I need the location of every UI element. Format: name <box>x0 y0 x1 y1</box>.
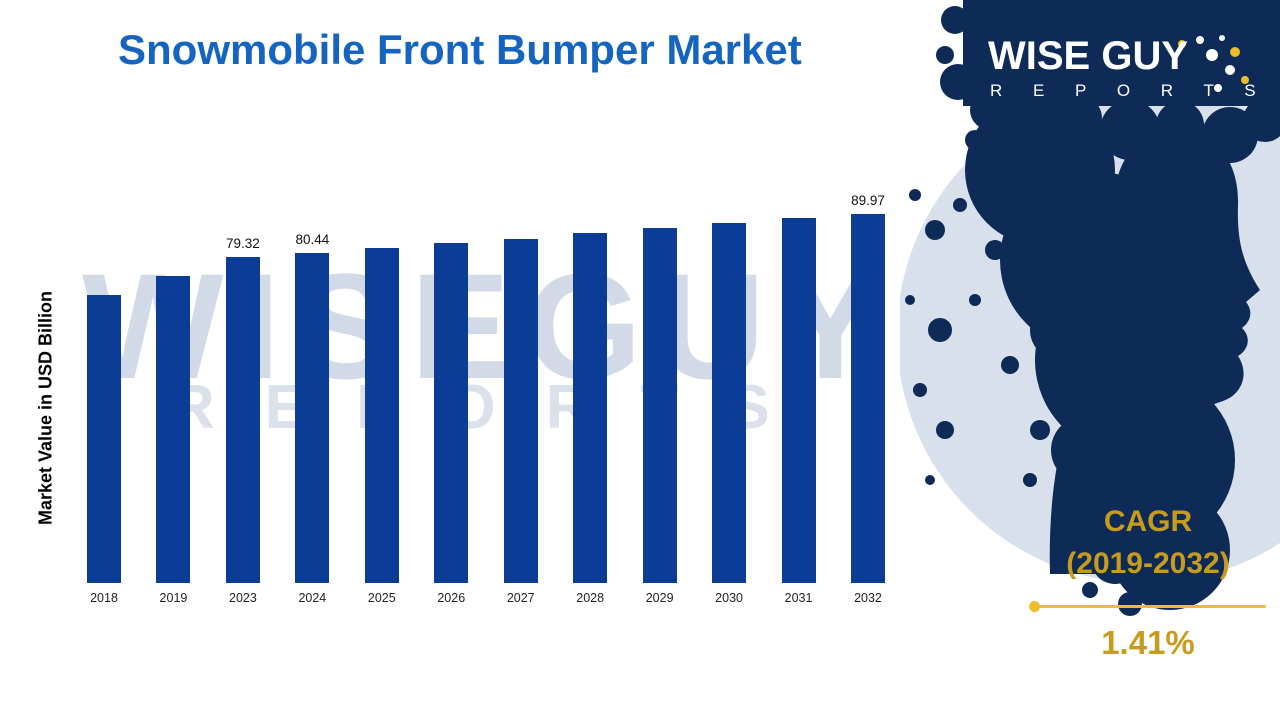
bar <box>156 276 191 583</box>
cagr-range: (2019-2032) <box>1066 547 1230 580</box>
bar-group: 2025 <box>358 185 406 605</box>
cagr-value: 1.41% <box>1101 624 1195 661</box>
bar-group: 2031 <box>775 185 823 605</box>
bar <box>295 253 330 583</box>
bar-group: 2027 <box>497 185 545 605</box>
bar-group: 79.32 2023 <box>219 185 267 605</box>
market-bar-chart: 2018 2019 79.32 2023 80.44 2024 2025 2026 2027 20… <box>80 185 892 605</box>
bar <box>434 243 469 583</box>
page-title: Snowmobile Front Bumper Market <box>118 26 802 73</box>
bar <box>573 233 608 583</box>
bar-group: 80.44 2024 <box>288 185 336 605</box>
x-tick-label: 2031 <box>784 591 813 605</box>
bar <box>364 248 399 583</box>
bar-group: 2028 <box>566 185 614 605</box>
bar-group: 2029 <box>636 185 684 605</box>
bar-value-label: 80.44 <box>295 232 330 247</box>
bar-group: 2030 <box>705 185 753 605</box>
bar <box>87 295 121 583</box>
x-tick-label: 2024 <box>298 591 327 605</box>
cagr-block: CAGR (2019-2032) 1.41% <box>1029 505 1266 662</box>
bar <box>642 228 677 583</box>
wiseguy-logo: WISE GUY R E P O R T S <box>988 36 1269 101</box>
x-tick-label: 2029 <box>645 591 674 605</box>
watermark-wiseguy: WISEGUY <box>82 242 896 410</box>
cagr-label: CAGR <box>1103 505 1193 538</box>
logo-wordmark: WISE GUY <box>988 34 1189 78</box>
bar-value-label: 79.32 <box>226 236 260 251</box>
x-tick-label: 2025 <box>367 591 396 605</box>
bar-value-label: 89.97 <box>851 193 885 208</box>
x-tick-label: 2026 <box>437 591 466 605</box>
x-tick-label: 2018 <box>90 591 118 605</box>
bar <box>712 223 747 583</box>
x-tick-label: 2030 <box>715 591 743 605</box>
bar-chart: 2018 2019 79.32 2023 80.44 2024 2025 2026 2027 20… <box>80 185 892 605</box>
y-axis-label: Market Value in USD Billion <box>35 290 56 526</box>
bar-group: 2026 <box>427 185 475 605</box>
bar <box>781 218 816 583</box>
x-tick-label: 2027 <box>506 591 535 605</box>
cagr-divider-line <box>1029 601 1266 612</box>
x-tick-label: 2023 <box>229 591 257 605</box>
bar <box>850 214 885 583</box>
x-tick-label: 2028 <box>576 591 605 605</box>
logo-subtitle: R E P O R T S <box>990 81 1269 100</box>
bar <box>225 257 260 583</box>
bar <box>503 239 538 583</box>
bar-group: 89.97 2032 <box>844 185 892 605</box>
bar-group: 2019 <box>149 185 197 605</box>
cagr-line-dot <box>1029 601 1040 612</box>
x-tick-label: 2032 <box>854 591 882 605</box>
bar-group: 2018 <box>80 185 128 605</box>
x-tick-label: 2019 <box>159 591 188 605</box>
